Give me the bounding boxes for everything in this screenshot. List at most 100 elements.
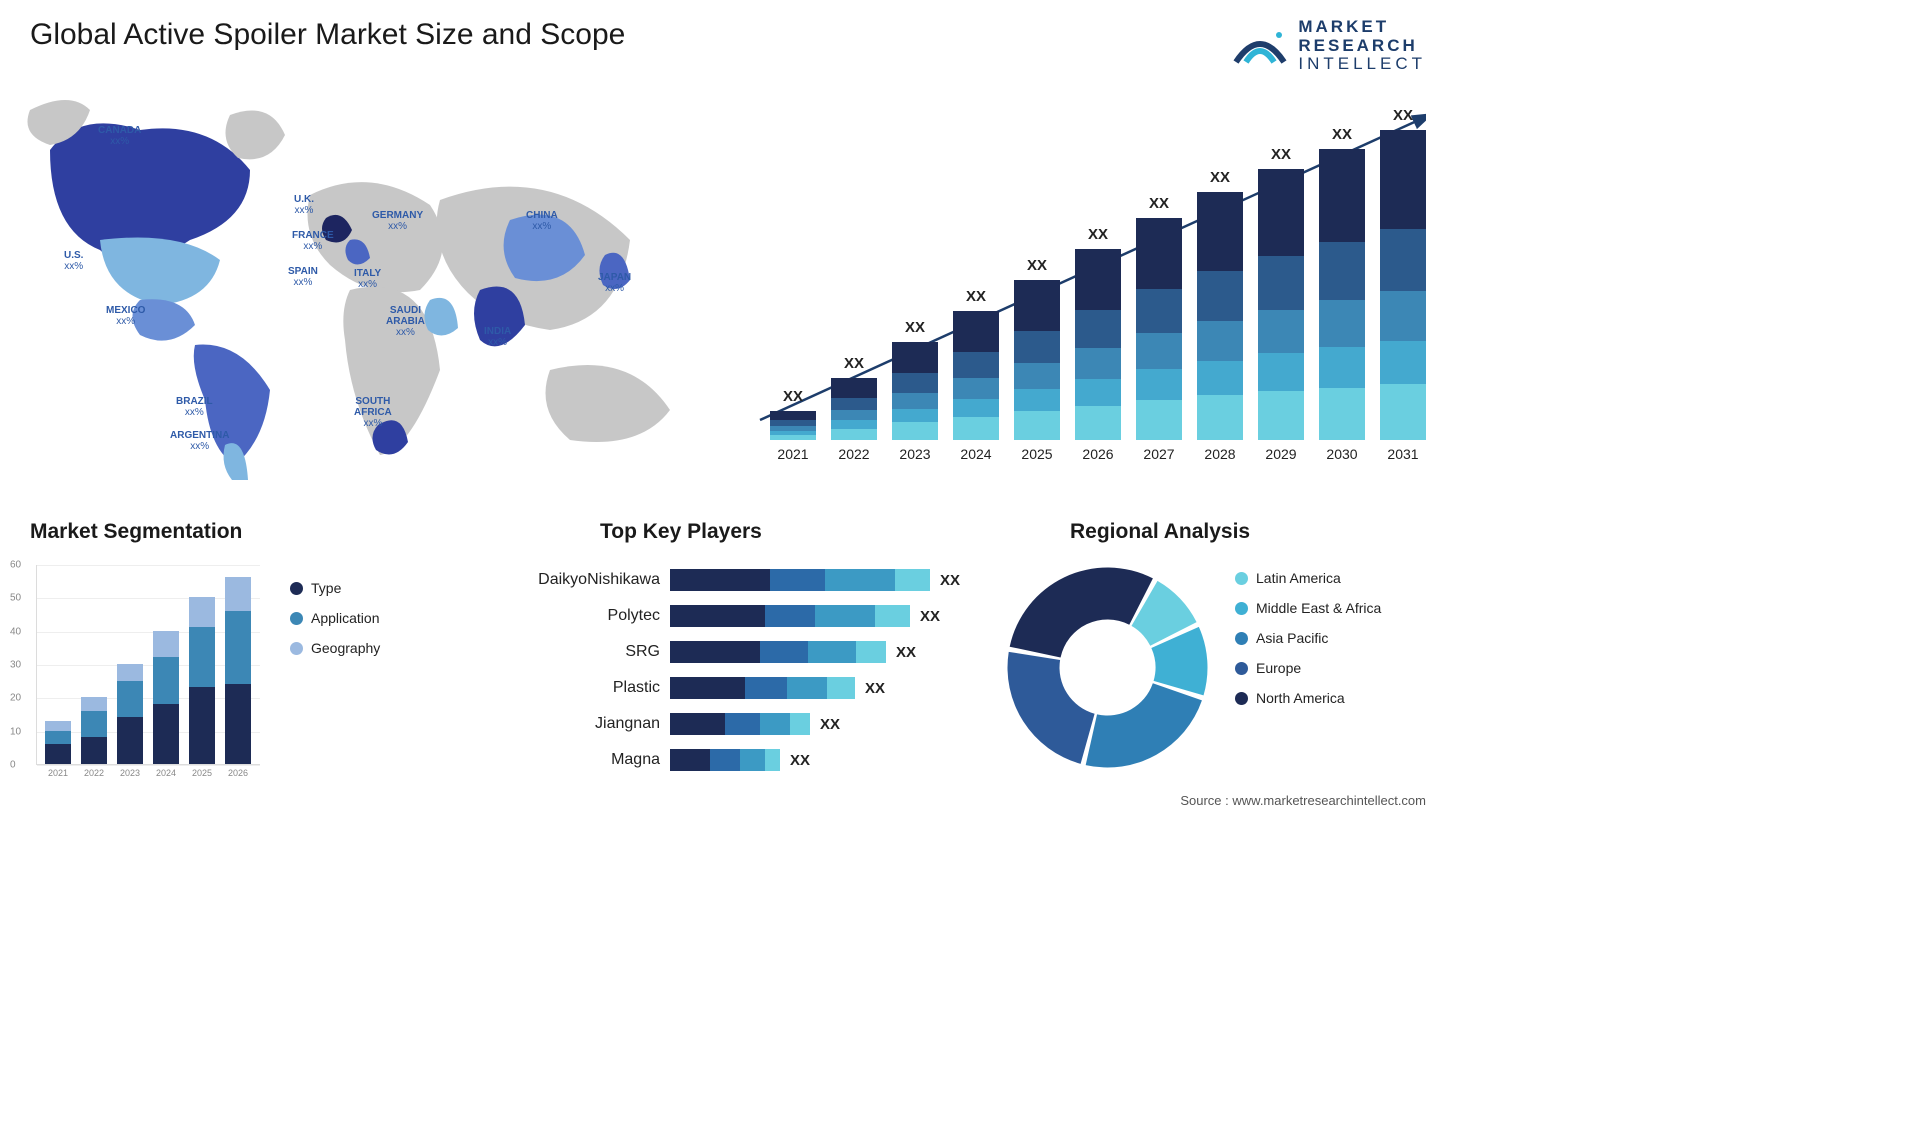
source-text: Source : www.marketresearchintellect.com xyxy=(1180,793,1426,808)
map-label: SOUTHAFRICAxx% xyxy=(354,396,392,429)
legend-item: Type xyxy=(290,580,380,596)
forecast-year: 2028 xyxy=(1197,446,1243,462)
map-label: U.K.xx% xyxy=(294,194,314,216)
seg-ytick: 0 xyxy=(10,760,16,771)
player-row: DaikyoNishikawa XX xyxy=(505,565,965,595)
seg-bar xyxy=(225,611,251,684)
seg-bar xyxy=(153,657,179,704)
seg-bar xyxy=(225,684,251,764)
seg-bar xyxy=(117,717,143,764)
forecast-value: XX xyxy=(770,388,816,405)
seg-bar xyxy=(153,704,179,764)
forecast-year: 2027 xyxy=(1136,446,1182,462)
world-map: CANADAxx%U.S.xx%MEXICOxx%BRAZILxx%ARGENT… xyxy=(10,90,710,480)
forecast-bar xyxy=(770,411,816,440)
player-name: DaikyoNishikawa xyxy=(505,571,670,589)
seg-bar xyxy=(117,664,143,681)
forecast-value: XX xyxy=(1319,126,1365,143)
forecast-value: XX xyxy=(892,319,938,336)
map-label: U.S.xx% xyxy=(64,250,83,272)
player-row: Jiangnan XX xyxy=(505,709,965,739)
player-bar xyxy=(670,749,780,771)
player-bar xyxy=(670,677,855,699)
forecast-bar xyxy=(1380,130,1426,440)
regional-legend: Latin AmericaMiddle East & AfricaAsia Pa… xyxy=(1235,570,1381,720)
seg-bar xyxy=(45,721,71,731)
player-row: Magna XX xyxy=(505,745,965,775)
forecast-bar xyxy=(1258,169,1304,440)
player-bar xyxy=(670,605,910,627)
header: Global Active Spoiler Market Size and Sc… xyxy=(30,18,1426,78)
players-chart: DaikyoNishikawaXXPolytecXXSRGXXPlasticXX… xyxy=(505,565,965,781)
forecast-value: XX xyxy=(953,288,999,305)
seg-year: 2023 xyxy=(117,768,143,778)
forecast-bar xyxy=(953,311,999,440)
player-value: XX xyxy=(896,644,916,661)
legend-item: Europe xyxy=(1235,660,1381,676)
seg-bar xyxy=(189,687,215,764)
map-label: GERMANYxx% xyxy=(372,210,423,232)
seg-ytick: 30 xyxy=(10,660,21,671)
seg-year: 2022 xyxy=(81,768,107,778)
player-value: XX xyxy=(865,680,885,697)
seg-bar xyxy=(153,631,179,658)
seg-bar xyxy=(117,681,143,718)
player-value: XX xyxy=(940,572,960,589)
legend-item: Geography xyxy=(290,640,380,656)
player-name: Polytec xyxy=(505,607,670,625)
logo-line1: MARKET xyxy=(1298,18,1426,37)
seg-ytick: 60 xyxy=(10,560,21,571)
forecast-value: XX xyxy=(1197,169,1243,186)
page-title: Global Active Spoiler Market Size and Sc… xyxy=(30,18,625,52)
forecast-bar xyxy=(1136,218,1182,440)
map-label: CANADAxx% xyxy=(98,125,141,147)
logo-line2: RESEARCH xyxy=(1298,37,1426,56)
regional-title: Regional Analysis xyxy=(1070,520,1250,544)
player-value: XX xyxy=(820,716,840,733)
forecast-value: XX xyxy=(1258,146,1304,163)
forecast-bar xyxy=(1075,249,1121,440)
forecast-year: 2021 xyxy=(770,446,816,462)
player-row: Polytec XX xyxy=(505,601,965,631)
seg-ytick: 10 xyxy=(10,726,21,737)
forecast-value: XX xyxy=(1014,257,1060,274)
forecast-year: 2031 xyxy=(1380,446,1426,462)
logo-line3: INTELLECT xyxy=(1298,55,1426,74)
forecast-year: 2030 xyxy=(1319,446,1365,462)
seg-ytick: 40 xyxy=(10,626,21,637)
player-value: XX xyxy=(920,608,940,625)
forecast-year: 2024 xyxy=(953,446,999,462)
forecast-year: 2026 xyxy=(1075,446,1121,462)
player-name: Jiangnan xyxy=(505,715,670,733)
forecast-bar xyxy=(1197,192,1243,440)
seg-bar xyxy=(45,744,71,764)
seg-ytick: 20 xyxy=(10,693,21,704)
seg-bar xyxy=(81,711,107,738)
seg-bar xyxy=(189,597,215,627)
segmentation-title: Market Segmentation xyxy=(30,520,242,544)
forecast-chart: XX2021XX2022XX2023XX2024XX2025XX2026XX20… xyxy=(746,100,1426,470)
forecast-bar xyxy=(831,378,877,440)
seg-bar xyxy=(225,577,251,610)
player-value: XX xyxy=(790,752,810,769)
seg-year: 2026 xyxy=(225,768,251,778)
seg-bar xyxy=(189,627,215,687)
player-row: PlasticXX xyxy=(505,673,965,703)
seg-bar xyxy=(81,737,107,764)
players-title: Top Key Players xyxy=(600,520,762,544)
forecast-bar xyxy=(892,342,938,440)
legend-item: Asia Pacific xyxy=(1235,630,1381,646)
map-label: CHINAxx% xyxy=(526,210,558,232)
player-name: Magna xyxy=(505,751,670,769)
forecast-bar xyxy=(1014,280,1060,440)
forecast-year: 2025 xyxy=(1014,446,1060,462)
map-label: ARGENTINAxx% xyxy=(170,430,229,452)
player-bar xyxy=(670,713,810,735)
map-label: SAUDIARABIAxx% xyxy=(386,305,425,338)
player-row: SRGXX xyxy=(505,637,965,667)
segmentation-chart: 202120222023202420252026 0102030405060 xyxy=(10,555,270,790)
map-label: SPAINxx% xyxy=(288,266,318,288)
seg-year: 2024 xyxy=(153,768,179,778)
map-label: ITALYxx% xyxy=(354,268,381,290)
forecast-year: 2029 xyxy=(1258,446,1304,462)
